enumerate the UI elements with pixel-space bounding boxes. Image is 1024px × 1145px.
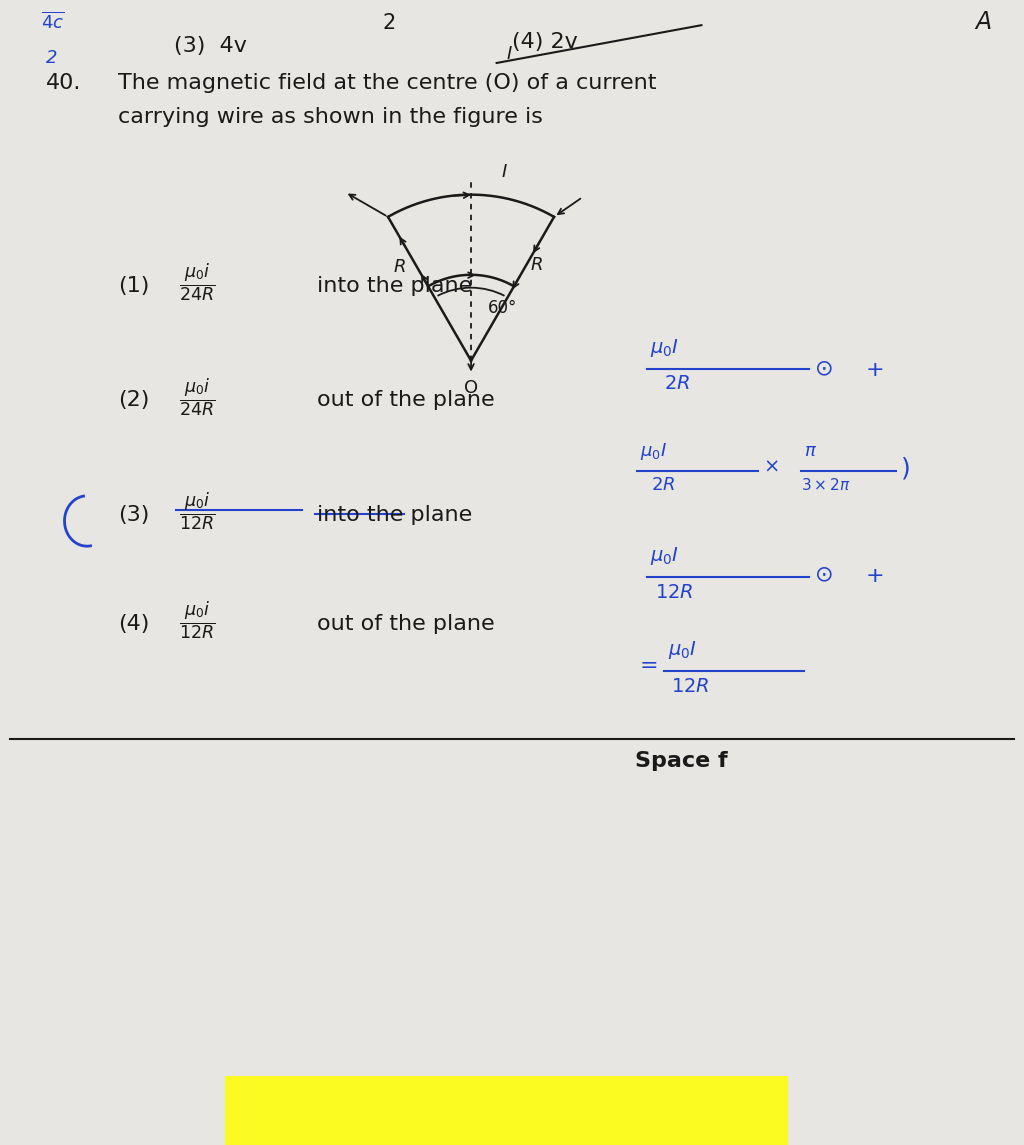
Text: The magnetic field at the centre (O) of a current: The magnetic field at the centre (O) of … [118,73,656,93]
Text: R: R [393,259,407,276]
Bar [225,1076,788,1145]
Text: carrying wire as shown in the figure is: carrying wire as shown in the figure is [118,106,543,126]
Text: I: I [507,45,512,63]
Text: I: I [502,164,507,181]
Text: $\mu_0 I$: $\mu_0 I$ [650,545,679,567]
Text: into the plane: into the plane [317,276,473,295]
Text: (1): (1) [118,276,150,295]
Text: (3)  4v: (3) 4v [174,35,247,55]
Text: $\frac{\mu_0 i}{12R}$: $\frac{\mu_0 i}{12R}$ [179,491,216,534]
Text: $\mu_0 I$: $\mu_0 I$ [640,441,667,461]
Text: $2R$: $2R$ [664,374,689,393]
Text: (4): (4) [118,614,150,633]
Text: A: A [975,9,991,33]
Text: +: + [865,360,884,379]
Text: 2: 2 [383,13,395,32]
Text: $12R$: $12R$ [671,677,710,695]
Text: $2R$: $2R$ [651,476,676,493]
Text: out of the plane: out of the plane [317,614,495,633]
Text: $\overline{4c}$: $\overline{4c}$ [41,11,65,32]
Text: $3\times2\pi$: $3\times2\pi$ [801,477,850,493]
Text: $\frac{\mu_0 i}{24R}$: $\frac{\mu_0 i}{24R}$ [179,377,216,419]
Text: $\mu_0 I$: $\mu_0 I$ [668,639,696,661]
Text: $\mu_0 I$: $\mu_0 I$ [650,337,679,358]
Text: $\pi$: $\pi$ [804,442,817,459]
Text: (4) 2v: (4) 2v [512,32,578,52]
Text: $=$: $=$ [635,654,657,673]
Text: $\odot$: $\odot$ [814,566,833,585]
Text: +: + [865,566,884,585]
Text: $12R$: $12R$ [655,583,694,601]
Text: $\odot$: $\odot$ [814,360,833,379]
Text: $\times$: $\times$ [763,457,778,475]
Text: $\frac{\mu_0 i}{24R}$: $\frac{\mu_0 i}{24R}$ [179,262,216,305]
Text: (3): (3) [118,505,150,524]
Text: Space f: Space f [635,751,727,771]
Text: into the plane: into the plane [317,505,473,524]
Text: O: O [464,379,478,396]
Text: 60°: 60° [487,299,517,316]
Text: 40.: 40. [46,73,82,93]
Text: ): ) [901,456,911,480]
Text: (2): (2) [118,390,150,410]
Text: 2: 2 [46,49,57,66]
Text: $\frac{\mu_0 i}{12R}$: $\frac{\mu_0 i}{12R}$ [179,600,216,642]
Text: out of the plane: out of the plane [317,390,495,410]
Text: R: R [530,256,544,274]
